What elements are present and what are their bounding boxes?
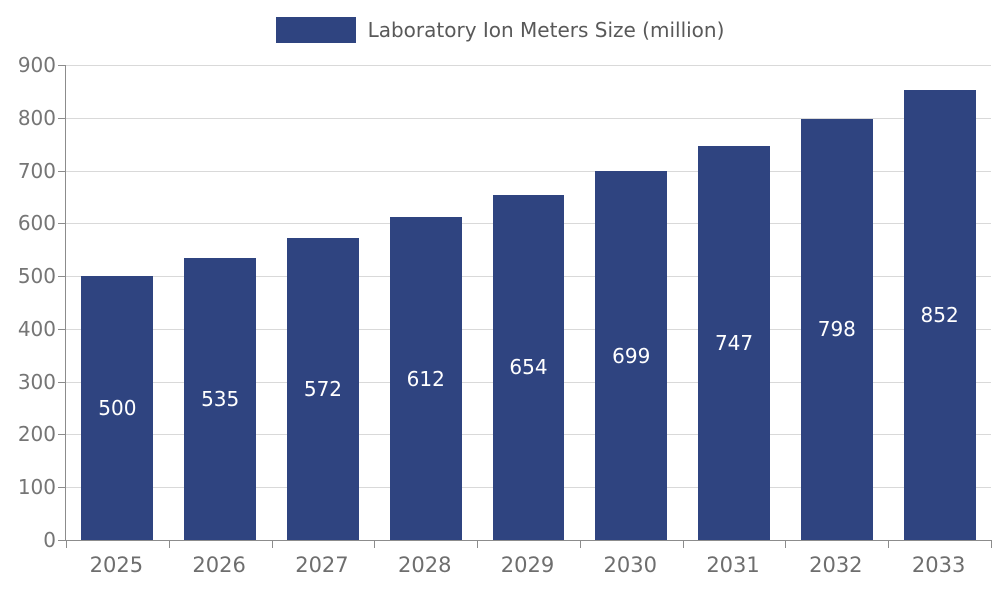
gridline: [66, 170, 991, 172]
y-tick-label: 200: [17, 422, 56, 447]
bar-2025[interactable]: 500: [81, 276, 154, 540]
bar-2033[interactable]: 852: [903, 90, 976, 540]
y-axis-labels: 0 100 200 300 400 500 600 700 800 900: [0, 54, 56, 551]
y-tick-mark: [58, 223, 66, 225]
y-tick-label: 800: [17, 105, 56, 130]
bar-2026[interactable]: 535: [184, 257, 257, 540]
bar-2031[interactable]: 747: [698, 145, 771, 540]
x-tick-mark: [785, 540, 787, 548]
y-tick-label: 100: [17, 475, 56, 500]
bar-2028[interactable]: 612: [389, 217, 462, 540]
x-tick-label: 2031: [706, 553, 760, 577]
y-tick-mark: [58, 276, 66, 278]
x-tick-mark: [374, 540, 376, 548]
y-tick-mark: [58, 170, 66, 172]
y-tick-label: 900: [17, 53, 56, 77]
bar-value-label: 572: [303, 377, 343, 402]
y-tick-label: 600: [17, 211, 56, 236]
y-tick-mark: [58, 117, 66, 119]
x-tick-mark: [477, 540, 479, 548]
x-axis-labels: 2025 2026 2027 2028 2029 2030 2031 2032 2033: [65, 553, 990, 587]
x-tick-mark: [579, 540, 581, 548]
bar-value-label: 699: [612, 343, 651, 368]
x-tick-label: 2029: [500, 553, 555, 577]
bar-2030[interactable]: 699: [595, 171, 668, 540]
y-tick-label: 400: [17, 316, 56, 341]
x-tick-label: 2026: [192, 553, 246, 577]
bar-value-label: 654: [509, 355, 548, 380]
x-tick-mark: [888, 540, 890, 548]
bar-value-label: 798: [817, 317, 856, 342]
y-tick-mark: [58, 434, 66, 436]
x-tick-mark: [682, 540, 684, 548]
x-tick-label: 2028: [397, 553, 452, 577]
y-tick-mark: [58, 487, 66, 489]
bar-value-label: 852: [920, 303, 959, 328]
y-tick-mark: [58, 328, 66, 330]
y-tick-mark: [58, 381, 66, 383]
x-tick-label: 2032: [809, 553, 863, 577]
y-tick-label: 300: [17, 369, 56, 394]
bar-2032[interactable]: 798: [800, 118, 873, 540]
bar-value-label: 747: [714, 330, 754, 355]
x-tick-mark: [991, 540, 992, 548]
bar-2027[interactable]: 572: [286, 238, 359, 540]
y-tick-label: 0: [43, 528, 56, 552]
gridline: [66, 117, 991, 119]
y-tick-label: 700: [17, 158, 56, 183]
legend-label: Laboratory Ion Meters Size (million): [367, 18, 725, 42]
x-tick-label: 2030: [603, 553, 657, 577]
y-tick-label: 500: [17, 264, 56, 289]
plot-area: 500 535 572 612 654 699 747 798 852: [58, 65, 992, 548]
gridline: [66, 65, 991, 66]
y-tick-mark: [58, 540, 66, 541]
x-tick-label: 2027: [295, 553, 349, 577]
x-tick-mark: [168, 540, 170, 548]
x-tick-label: 2033: [911, 553, 966, 577]
bar-2029[interactable]: 654: [492, 194, 565, 540]
x-tick-mark: [271, 540, 273, 548]
legend-swatch-icon: [275, 17, 356, 43]
bar-value-label: 612: [406, 366, 445, 391]
bar-value-label: 500: [98, 396, 137, 421]
bar-value-label: 535: [201, 386, 240, 411]
x-tick-mark: [66, 540, 67, 548]
x-tick-label: 2025: [89, 553, 144, 577]
y-tick-mark: [58, 65, 66, 66]
legend[interactable]: Laboratory Ion Meters Size (million): [0, 17, 1000, 43]
